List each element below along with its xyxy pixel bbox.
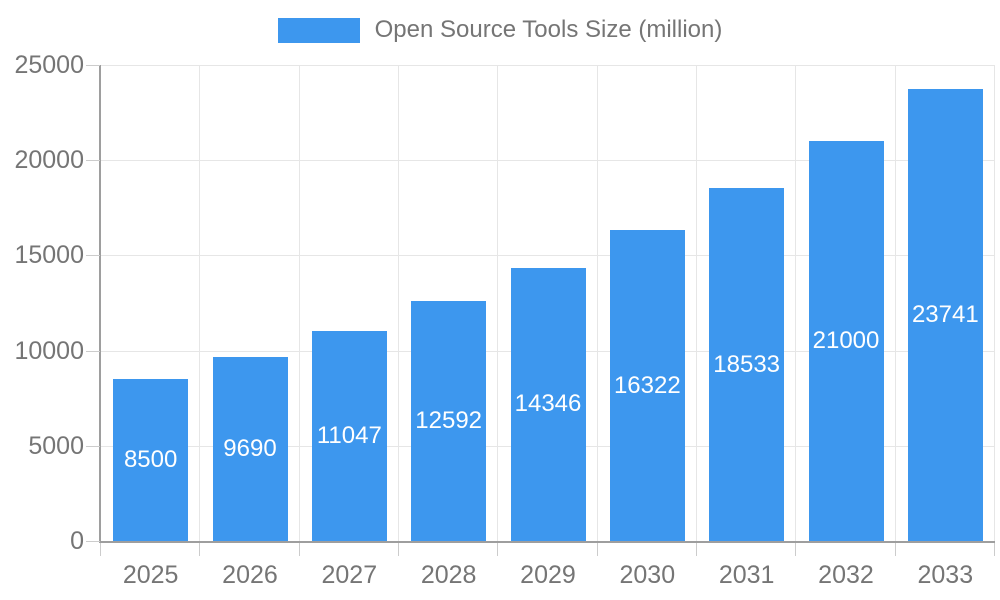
x-axis-tick-label: 2030 (619, 561, 676, 589)
x-axis-tick (596, 543, 598, 556)
y-axis-tick (86, 541, 100, 542)
x-axis-tick (894, 543, 896, 556)
y-axis-tick (86, 255, 100, 257)
v-gridline (398, 65, 399, 541)
bar-value-label: 12592 (415, 407, 483, 435)
x-axis-tick-label: 2027 (321, 561, 378, 589)
h-gridline (101, 65, 995, 66)
x-axis-tick-label: 2031 (718, 561, 775, 589)
bar[interactable]: 16322 (609, 230, 685, 541)
bar-value-label: 23741 (911, 300, 979, 328)
plot-area: 0 5000 10000 15000 20000 25000 8500 2025 9690 202… (14, 52, 995, 588)
h-gridline (101, 255, 995, 257)
legend-swatch-icon (277, 17, 360, 43)
y-axis-tick (86, 160, 100, 162)
x-axis-tick (696, 543, 697, 556)
v-gridline (894, 65, 896, 541)
y-axis-tick (86, 65, 100, 66)
y-axis-tick-label: 5000 (28, 431, 84, 460)
x-axis-tick (298, 543, 300, 556)
legend-label: Open Source Tools Size (million) (374, 16, 723, 43)
y-axis-tick-label: 25000 (14, 51, 84, 79)
x-axis-tick (100, 543, 101, 556)
bar[interactable]: 14346 (510, 267, 586, 541)
bar[interactable]: 11047 (311, 330, 387, 541)
y-axis-tick-label: 10000 (14, 336, 84, 365)
y-axis-tick (86, 350, 100, 352)
v-gridline (199, 65, 201, 541)
y-axis-tick-label: 20000 (14, 146, 84, 175)
bar[interactable]: 18533 (709, 188, 785, 541)
bar-value-label: 16322 (613, 371, 681, 399)
legend-item[interactable]: Open Source Tools Size (million) (0, 16, 1000, 44)
x-axis-tick-label: 2032 (818, 561, 874, 589)
bar[interactable]: 9690 (212, 356, 288, 541)
v-gridline (298, 65, 300, 541)
v-gridline (795, 65, 797, 541)
x-axis-tick (795, 543, 797, 556)
x-axis-tick-label: 2025 (122, 561, 179, 589)
bar[interactable]: 12592 (411, 301, 487, 541)
y-axis-tick-label: 15000 (14, 241, 84, 270)
v-gridline (696, 65, 697, 541)
x-axis-tick-label: 2026 (222, 561, 278, 589)
y-axis-tick-label: 0 (70, 527, 84, 555)
x-axis-tick (994, 543, 995, 556)
bar-value-label: 14346 (514, 390, 582, 418)
x-axis-tick (199, 543, 201, 556)
y-axis-tick (86, 445, 100, 447)
bar-value-label: 9690 (223, 434, 277, 462)
v-gridline (497, 65, 499, 541)
v-gridline (596, 65, 598, 541)
bar-value-label: 21000 (812, 327, 880, 355)
x-axis-tick (497, 543, 499, 556)
x-axis-tick-label: 2033 (917, 561, 974, 589)
x-axis-tick-label: 2029 (520, 561, 576, 589)
bar-value-label: 18533 (713, 350, 781, 378)
bar[interactable]: 8500 (113, 379, 189, 541)
bar[interactable]: 23741 (907, 88, 983, 541)
bar-value-label: 8500 (123, 446, 178, 474)
bar[interactable]: 21000 (808, 141, 884, 541)
x-axis-tick-label: 2028 (420, 561, 477, 589)
h-gridline (101, 160, 995, 162)
x-axis-tick (398, 543, 399, 556)
v-gridline (994, 65, 995, 541)
bar-value-label: 11047 (316, 421, 382, 449)
